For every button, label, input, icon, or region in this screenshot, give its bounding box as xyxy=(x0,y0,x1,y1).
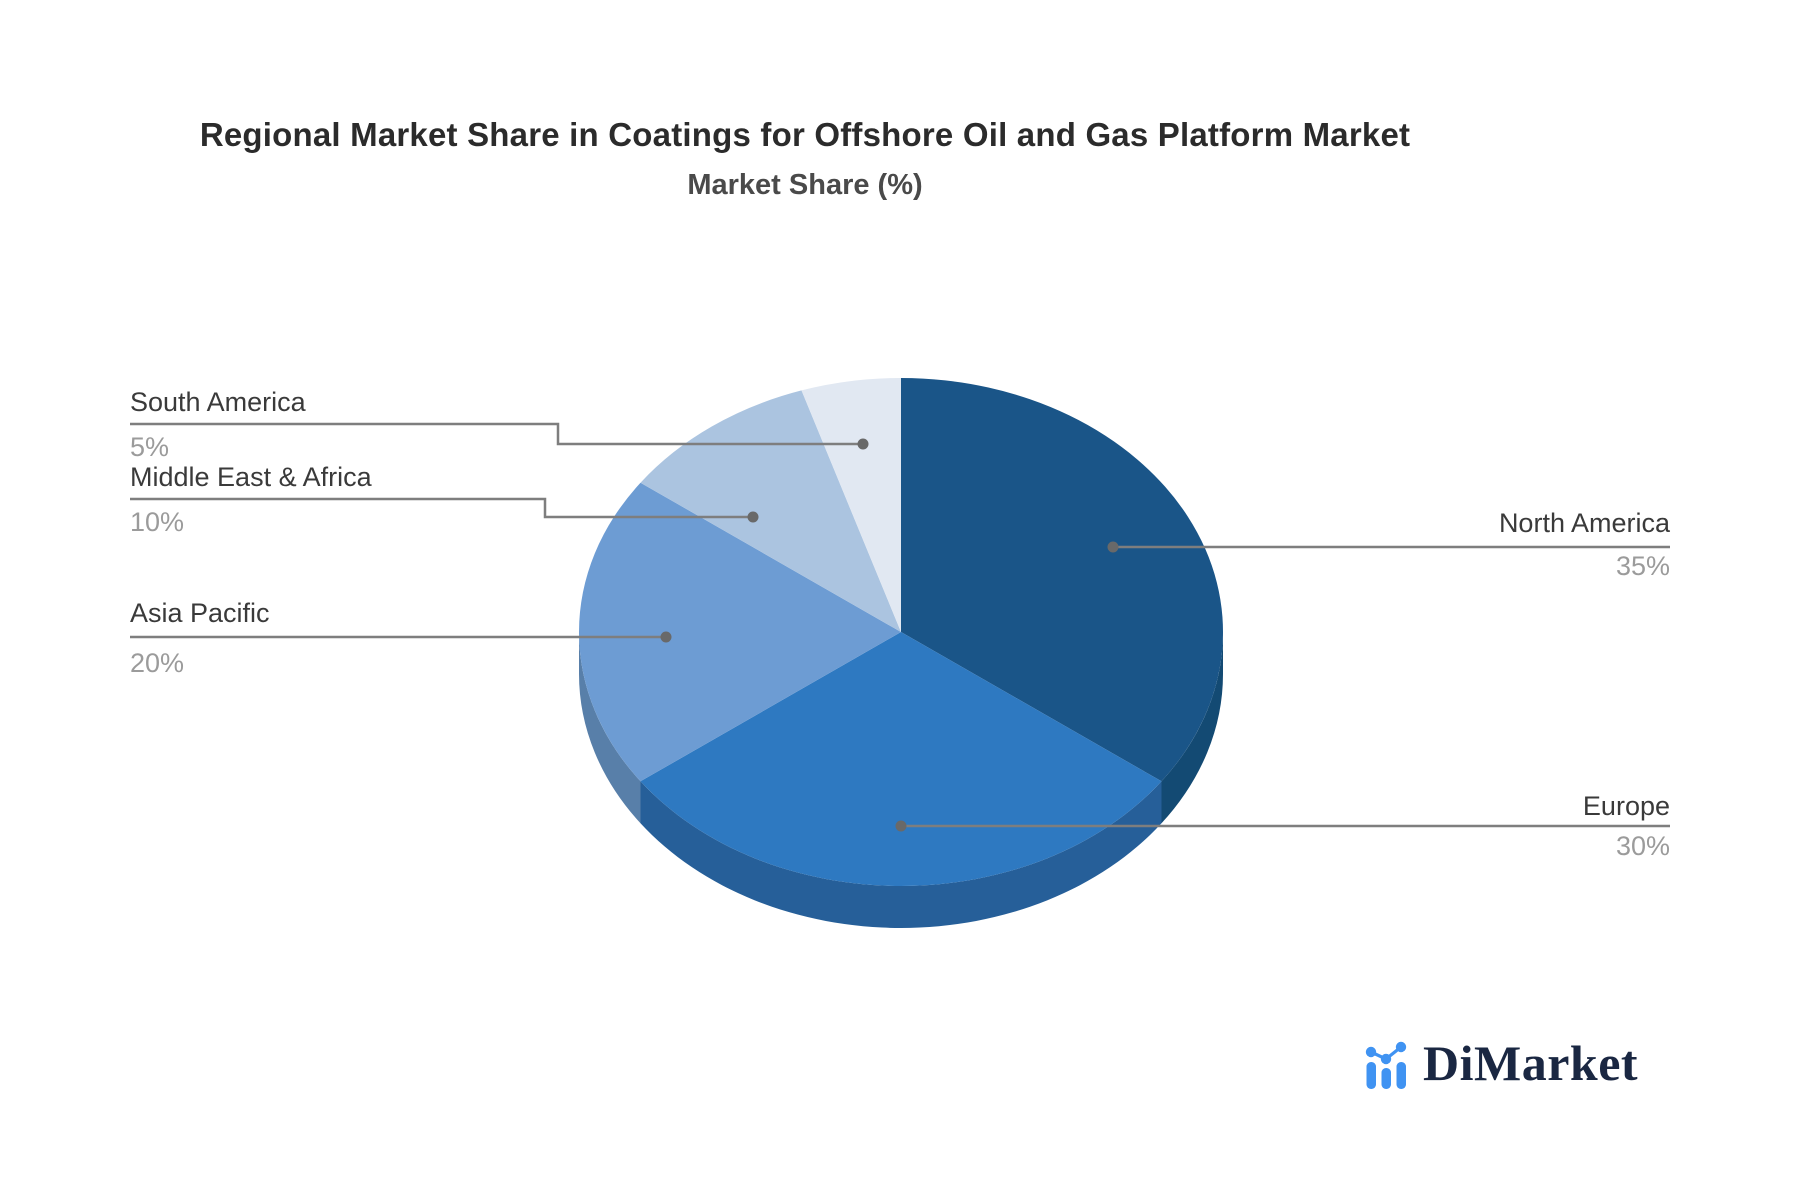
pie-slice-side-north-america xyxy=(1161,632,1223,824)
callout-value-europe: 30% xyxy=(1615,831,1670,861)
callout-label-south-america: South America xyxy=(130,387,306,417)
callout-value-middle-east-africa: 10% xyxy=(130,507,185,537)
callout-dot-north-america xyxy=(1107,541,1119,553)
dimarket-logo-text: DiMarket xyxy=(1423,1035,1639,1091)
callout-label-north-america: North America xyxy=(1498,508,1670,538)
callout-value-asia-pacific: 20% xyxy=(130,648,185,678)
pie-slice-side-europe xyxy=(640,781,1162,928)
dimarket-logo: DiMarket xyxy=(1362,1036,1638,1090)
callout-line-middle-east-africa xyxy=(130,497,753,519)
pie-slice-north-america[interactable] xyxy=(901,378,1223,782)
callout-value-south-america: 5% xyxy=(130,432,170,462)
callout-label-middle-east-africa: Middle East & Africa xyxy=(130,462,372,492)
callout-label-europe: Europe xyxy=(1582,791,1670,821)
callout-dot-south-america xyxy=(857,438,869,450)
pie-slice-asia-pacific[interactable] xyxy=(579,482,901,782)
pie-slice-middle-east-africa[interactable] xyxy=(640,390,902,632)
chart-subtitle: Market Share (%) xyxy=(687,169,923,201)
callout-line-south-america xyxy=(130,422,863,446)
callout-value-north-america: 35% xyxy=(1615,551,1670,581)
pie-slice-south-america[interactable] xyxy=(801,377,902,632)
callout-dot-asia-pacific xyxy=(660,631,672,643)
chart-title: Regional Market Share in Coatings for Of… xyxy=(199,116,1411,153)
callout-dot-europe xyxy=(895,820,907,832)
callout-dot-middle-east-africa xyxy=(747,511,759,523)
dimarket-logo-icon xyxy=(1365,1041,1407,1089)
callout-label-asia-pacific: Asia Pacific xyxy=(130,598,270,628)
pie-slice-europe[interactable] xyxy=(640,632,1162,886)
pie-slice-side-asia-pacific xyxy=(579,632,641,824)
